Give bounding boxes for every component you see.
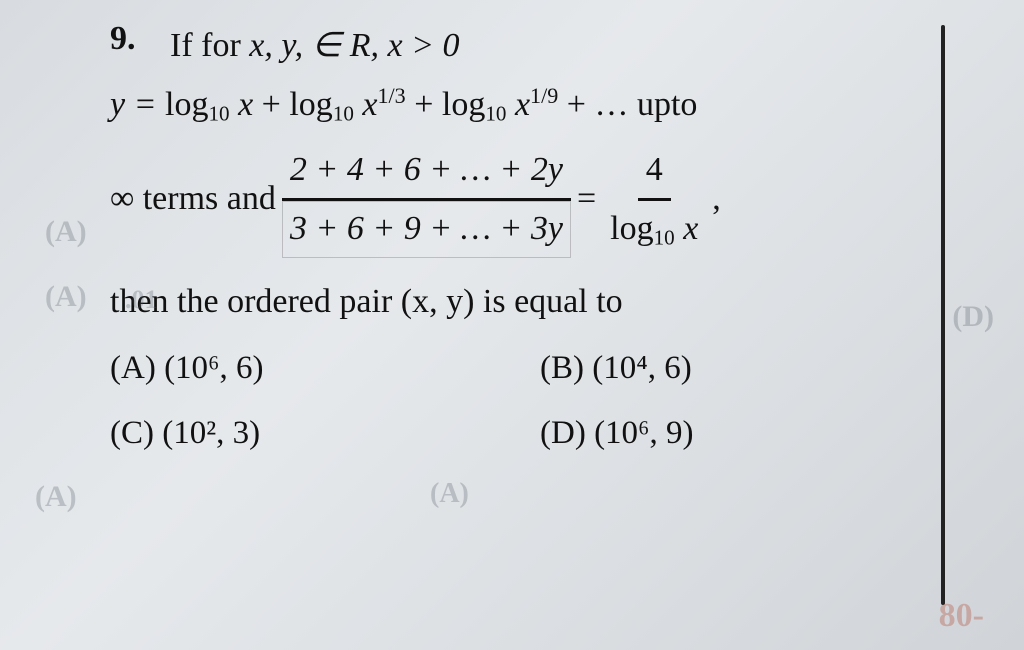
series-fraction: 2 + 4 + 6 + … + 2y 3 + 6 + 9 + … + 3y — [282, 142, 571, 258]
option-A-value: (10⁶, 6) — [164, 350, 263, 386]
question-body: If for x, y, ∈ R, x > 0 y = log10 x + lo… — [170, 20, 910, 459]
ghost-mark-D: (D) — [952, 300, 994, 334]
log-term-2: log10 x1/3 — [289, 86, 414, 123]
rhs-fraction: 4 log10 x — [602, 142, 706, 258]
equals-sign: = — [577, 173, 596, 226]
trailing-comma: , — [712, 173, 721, 226]
series-frac-num: 2 + 4 + 6 + … + 2y — [282, 142, 571, 202]
option-B-value: (10⁴, 6) — [592, 350, 691, 386]
option-D-value: (10⁶, 9) — [594, 415, 693, 451]
plus-2: + — [414, 86, 442, 123]
ghost-mark-midA: (A) — [430, 478, 469, 510]
vertical-rule — [941, 25, 945, 605]
stem-math: x, y, ∈ R, x > 0 — [249, 27, 459, 64]
ghost-mark-nA: (A) — [35, 480, 77, 514]
ghost-mark-bottom: 80- — [939, 597, 984, 635]
series-frac-den: 3 + 6 + 9 + … + 3y — [282, 201, 571, 258]
option-B[interactable]: (B) (10⁴, 6) — [540, 343, 910, 394]
options-grid: (A) (10⁶, 6) (B) (10⁴, 6) (C) (10², 3) (… — [110, 343, 910, 459]
ghost-mark-A1: (A) — [45, 215, 87, 249]
option-A[interactable]: (A) (10⁶, 6) — [110, 343, 480, 394]
stem-line-1: If for x, y, ∈ R, x > 0 — [170, 20, 910, 73]
infinity-terms-text: ∞ terms and — [110, 173, 276, 226]
option-C-label: (C) — [110, 415, 154, 451]
ghost-mark-A2: (A) — [45, 280, 87, 314]
stem-math-inner: x, y, ∈ R, x > 0 — [249, 27, 459, 64]
log-term-1: log10 x — [165, 86, 262, 123]
then-line-text: then the ordered pair (x, y) is equal to — [110, 283, 623, 320]
log-term-3: log10 x1/9 — [442, 86, 567, 123]
y-equals: y = — [110, 86, 165, 123]
question-block: 9. If for x, y, ∈ R, x > 0 y = log10 x +… — [110, 20, 910, 459]
rhs-frac-num: 4 — [638, 142, 671, 202]
option-A-label: (A) — [110, 350, 156, 386]
question-number: 9. — [110, 20, 160, 58]
y-definition: y = log10 x + log10 x1/3 + log10 x1/9 + … — [110, 79, 910, 132]
option-D[interactable]: (D) (10⁶, 9) — [540, 408, 910, 459]
option-C-value: (10², 3) — [162, 415, 260, 451]
option-B-label: (B) — [540, 350, 584, 386]
plus-1: + — [262, 86, 290, 123]
rhs-frac-den: log10 x — [602, 201, 706, 258]
option-C[interactable]: (C) (10², 3) — [110, 408, 480, 459]
series-tail: + … upto — [567, 86, 698, 123]
condition-row: ∞ terms and 2 + 4 + 6 + … + 2y 3 + 6 + 9… — [110, 142, 910, 258]
option-D-label: (D) — [540, 415, 586, 451]
then-line: then the ordered pair (x, y) is equal to — [110, 276, 910, 329]
stem-prefix: If for — [170, 27, 249, 64]
